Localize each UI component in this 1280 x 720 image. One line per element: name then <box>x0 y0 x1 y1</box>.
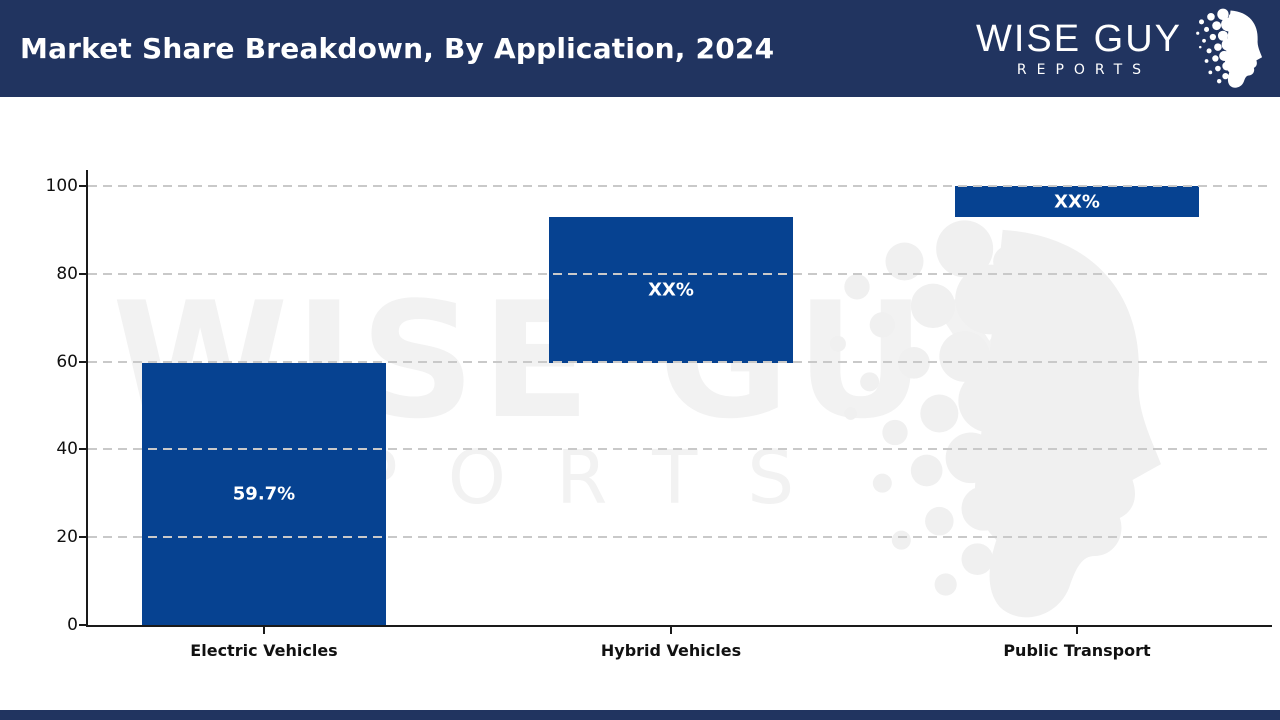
bar-2 <box>955 186 1199 218</box>
x-category-label-1: Hybrid Vehicles <box>600 641 742 660</box>
gridline-40 <box>88 448 1272 451</box>
y-tick-mark-20 <box>79 536 88 539</box>
x-tick-mark-2 <box>1076 625 1078 634</box>
logo-reports-text: REPORTS <box>1016 62 1152 78</box>
y-tick-label-100: 100 <box>45 176 78 196</box>
watermark-head-icon <box>800 217 1180 629</box>
bar-1 <box>549 217 793 363</box>
gridline-100 <box>88 185 1272 187</box>
y-tick-label-20: 20 <box>56 527 78 548</box>
x-axis-spine <box>86 625 1272 627</box>
y-tick-label-40: 40 <box>56 439 78 460</box>
x-category-label-2: Public Transport <box>1003 641 1151 660</box>
y-tick-label-0: 0 <box>67 615 78 635</box>
gridline-60 <box>88 360 1272 363</box>
gridline-20 <box>88 536 1272 539</box>
y-tick-mark-40 <box>79 448 88 451</box>
bar-label-0: 59.7% <box>232 483 296 505</box>
x-tick-mark-1 <box>670 625 672 634</box>
y-tick-mark-100 <box>79 185 88 187</box>
wiseguy-head-icon <box>1190 8 1266 90</box>
y-tick-label-80: 80 <box>56 263 78 284</box>
bar-0 <box>142 362 386 625</box>
y-axis-spine <box>86 170 88 627</box>
header-bar: Market Share Breakdown, By Application, … <box>0 0 1280 97</box>
brand-logo-text: WISE GUY REPORTS <box>976 20 1182 77</box>
y-tick-mark-0 <box>79 624 88 626</box>
x-category-label-0: Electric Vehicles <box>190 641 338 660</box>
footer-bar <box>0 710 1280 720</box>
bar-label-1: XX% <box>648 279 694 301</box>
chart-title: Market Share Breakdown, By Application, … <box>20 32 775 65</box>
gridline-80 <box>88 272 1272 275</box>
brand-logo: WISE GUY REPORTS <box>976 8 1266 90</box>
x-tick-mark-0 <box>263 625 265 634</box>
y-tick-mark-80 <box>79 272 88 275</box>
y-tick-mark-60 <box>79 360 88 363</box>
logo-wiseguy-text: WISE GUY <box>975 18 1182 60</box>
bar-label-2: XX% <box>1054 191 1100 213</box>
y-tick-label-60: 60 <box>56 351 78 372</box>
